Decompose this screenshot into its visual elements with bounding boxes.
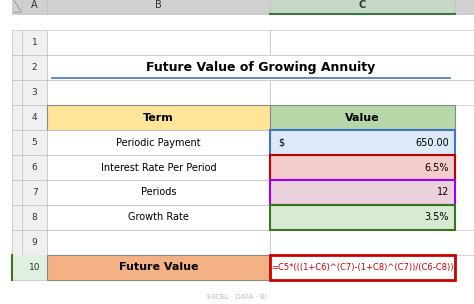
Bar bbox=[270, 205, 455, 230]
Text: 12: 12 bbox=[437, 188, 449, 197]
Text: 8: 8 bbox=[32, 213, 37, 222]
Bar bbox=[22, 105, 47, 130]
Text: B: B bbox=[155, 0, 162, 10]
Bar bbox=[47, 130, 270, 155]
Bar bbox=[47, 180, 270, 205]
Bar bbox=[270, 180, 455, 205]
Bar bbox=[270, 0, 455, 14]
Text: $: $ bbox=[278, 138, 284, 147]
Bar bbox=[270, 230, 474, 255]
Bar bbox=[12, 230, 22, 255]
Text: Future Value: Future Value bbox=[118, 262, 198, 272]
Bar bbox=[22, 80, 47, 105]
Bar bbox=[22, 255, 47, 280]
Bar bbox=[12, 55, 22, 80]
Bar bbox=[270, 80, 474, 105]
Bar bbox=[12, 180, 22, 205]
Text: 2: 2 bbox=[32, 63, 37, 72]
Bar bbox=[12, 130, 22, 155]
Bar bbox=[47, 105, 270, 130]
Bar bbox=[270, 255, 455, 280]
Text: EXCEL · DATA · BI: EXCEL · DATA · BI bbox=[207, 294, 267, 300]
Text: Periodic Payment: Periodic Payment bbox=[116, 138, 201, 147]
Text: 3.5%: 3.5% bbox=[424, 212, 449, 222]
Bar bbox=[270, 155, 455, 180]
Bar bbox=[22, 55, 47, 80]
Bar bbox=[270, 205, 455, 230]
Text: Periods: Periods bbox=[141, 188, 176, 197]
Bar bbox=[47, 205, 270, 230]
Bar bbox=[47, 255, 270, 280]
Text: =C5*(((1+C6)^(C7)-(1+C8)^(C7))/(C6-C8)): =C5*(((1+C6)^(C7)-(1+C8)^(C7))/(C6-C8)) bbox=[271, 263, 454, 272]
Bar bbox=[22, 130, 47, 155]
Bar bbox=[47, 230, 270, 255]
Text: 6.5%: 6.5% bbox=[424, 163, 449, 172]
Text: A: A bbox=[31, 0, 38, 10]
Bar bbox=[270, 180, 455, 205]
Text: 10: 10 bbox=[29, 263, 40, 272]
Text: 6: 6 bbox=[32, 163, 37, 172]
Text: Interest Rate Per Period: Interest Rate Per Period bbox=[100, 163, 216, 172]
Bar bbox=[12, 205, 22, 230]
Bar bbox=[12, 155, 22, 180]
Text: 9: 9 bbox=[32, 238, 37, 247]
Bar bbox=[270, 130, 455, 155]
Bar bbox=[47, 55, 474, 80]
Bar bbox=[270, 155, 455, 180]
Bar bbox=[12, 0, 22, 14]
Bar bbox=[22, 0, 47, 14]
Text: 5: 5 bbox=[32, 138, 37, 147]
Text: 3: 3 bbox=[32, 88, 37, 97]
Text: 7: 7 bbox=[32, 188, 37, 197]
Bar bbox=[270, 130, 455, 155]
Bar bbox=[12, 80, 22, 105]
Bar bbox=[12, 30, 22, 55]
Text: Future Value of Growing Annuity: Future Value of Growing Annuity bbox=[146, 61, 375, 74]
Bar bbox=[12, 255, 22, 280]
Bar bbox=[47, 0, 270, 14]
Bar bbox=[47, 155, 270, 180]
Text: Growth Rate: Growth Rate bbox=[128, 212, 189, 222]
Text: 4: 4 bbox=[32, 113, 37, 122]
Bar bbox=[22, 180, 47, 205]
Text: 1: 1 bbox=[32, 38, 37, 47]
Bar bbox=[47, 30, 270, 55]
Bar bbox=[455, 0, 474, 14]
Bar bbox=[12, 105, 22, 130]
Bar bbox=[12, 255, 47, 280]
Bar bbox=[22, 205, 47, 230]
Bar bbox=[47, 80, 270, 105]
Text: C: C bbox=[358, 0, 366, 10]
Bar bbox=[270, 255, 455, 280]
Bar bbox=[270, 30, 474, 55]
Bar bbox=[22, 30, 47, 55]
Text: 650.00: 650.00 bbox=[415, 138, 449, 147]
Bar bbox=[270, 105, 455, 130]
Bar bbox=[22, 230, 47, 255]
Text: Term: Term bbox=[143, 113, 173, 123]
Text: Value: Value bbox=[345, 113, 380, 123]
Bar bbox=[22, 155, 47, 180]
